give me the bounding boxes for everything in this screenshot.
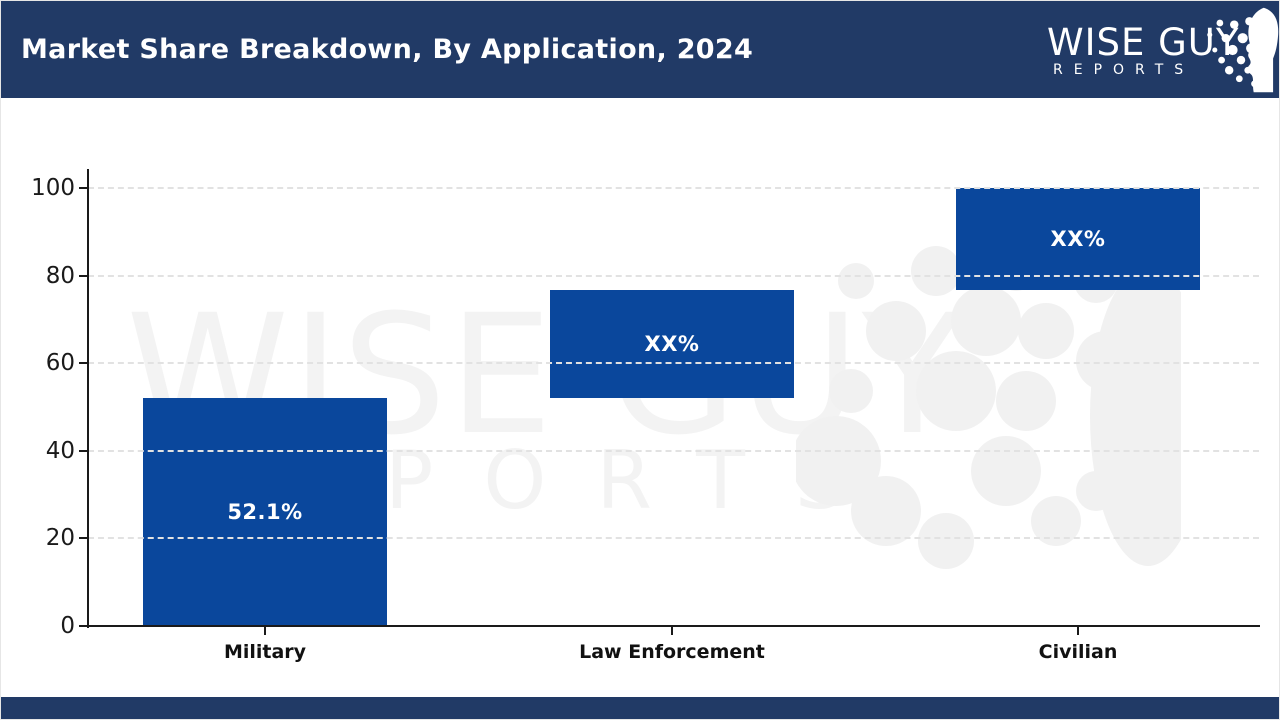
bar-value-label: 52.1%	[227, 499, 303, 524]
brand-logo: WISE GUY REPORTS	[1041, 1, 1279, 98]
bar-military: 52.1%	[143, 397, 387, 626]
y-axis-tick	[79, 624, 87, 627]
brand-logo-subtext: REPORTS	[1053, 62, 1195, 78]
y-axis-tick-label: 80	[45, 262, 75, 289]
footer-bar	[1, 697, 1279, 719]
bar-value-label: XX%	[644, 331, 700, 356]
header-bar: Market Share Breakdown, By Application, …	[1, 1, 1279, 98]
bar-value-label: XX%	[1050, 226, 1106, 251]
gridline-20	[88, 537, 1259, 539]
bar-law-enforcement: XX%	[550, 289, 794, 398]
x-axis-tick	[1077, 627, 1079, 635]
y-axis-tick-label: 0	[60, 612, 75, 639]
brand-logo-text: WISE GUY	[1047, 21, 1240, 64]
y-axis-tick	[79, 187, 87, 189]
y-axis-tick	[79, 274, 87, 277]
y-axis-tick-label: 20	[45, 525, 75, 551]
gridline-80	[88, 274, 1259, 277]
x-axis-tick	[264, 627, 266, 635]
y-axis-tick	[79, 449, 87, 452]
category-label-civilian: Civilian	[1038, 641, 1118, 663]
gridline-40	[88, 449, 1259, 452]
y-axis-tick-label: 100	[31, 175, 75, 201]
x-axis-tick	[671, 627, 673, 635]
bar-civilian: XX%	[956, 188, 1200, 290]
category-label-law-enforcement: Law Enforcement	[579, 641, 765, 663]
category-label-military: Military	[223, 641, 307, 663]
y-axis-tick	[79, 362, 87, 364]
y-axis-spine	[87, 169, 89, 628]
page-title: Market Share Breakdown, By Application, …	[21, 34, 754, 65]
y-axis-tick	[79, 537, 87, 539]
x-axis-spine	[87, 625, 1260, 627]
gridline-100	[88, 187, 1259, 189]
y-axis-tick-label: 40	[45, 437, 75, 464]
brand-face-icon	[1207, 7, 1279, 93]
y-axis-tick-label: 60	[45, 350, 75, 376]
gridline-60	[88, 362, 1259, 364]
